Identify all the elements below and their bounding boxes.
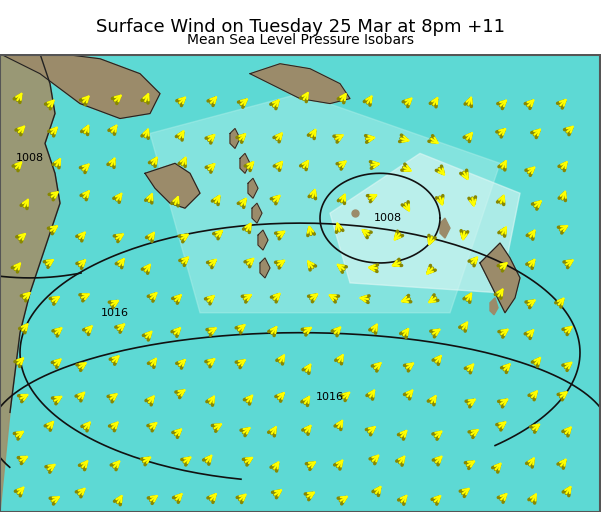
Text: Mean Sea Level Pressure Isobars: Mean Sea Level Pressure Isobars <box>187 33 414 47</box>
Polygon shape <box>250 63 350 103</box>
Polygon shape <box>145 163 200 208</box>
Text: 1016: 1016 <box>101 308 129 318</box>
Polygon shape <box>330 154 520 293</box>
Polygon shape <box>248 178 258 198</box>
Text: Surface Wind on Tuesday 25 Mar at 8pm +11: Surface Wind on Tuesday 25 Mar at 8pm +1… <box>96 18 505 36</box>
Polygon shape <box>258 230 268 250</box>
Polygon shape <box>260 258 270 278</box>
Text: 1016: 1016 <box>316 392 344 402</box>
Polygon shape <box>490 298 498 315</box>
Polygon shape <box>480 243 520 313</box>
Polygon shape <box>440 218 450 238</box>
Polygon shape <box>150 94 500 313</box>
Polygon shape <box>0 54 60 512</box>
Polygon shape <box>0 54 160 118</box>
Polygon shape <box>230 129 240 148</box>
Polygon shape <box>240 154 250 173</box>
Polygon shape <box>252 203 262 223</box>
Text: 1008: 1008 <box>16 154 44 163</box>
Text: 1008: 1008 <box>374 213 402 223</box>
